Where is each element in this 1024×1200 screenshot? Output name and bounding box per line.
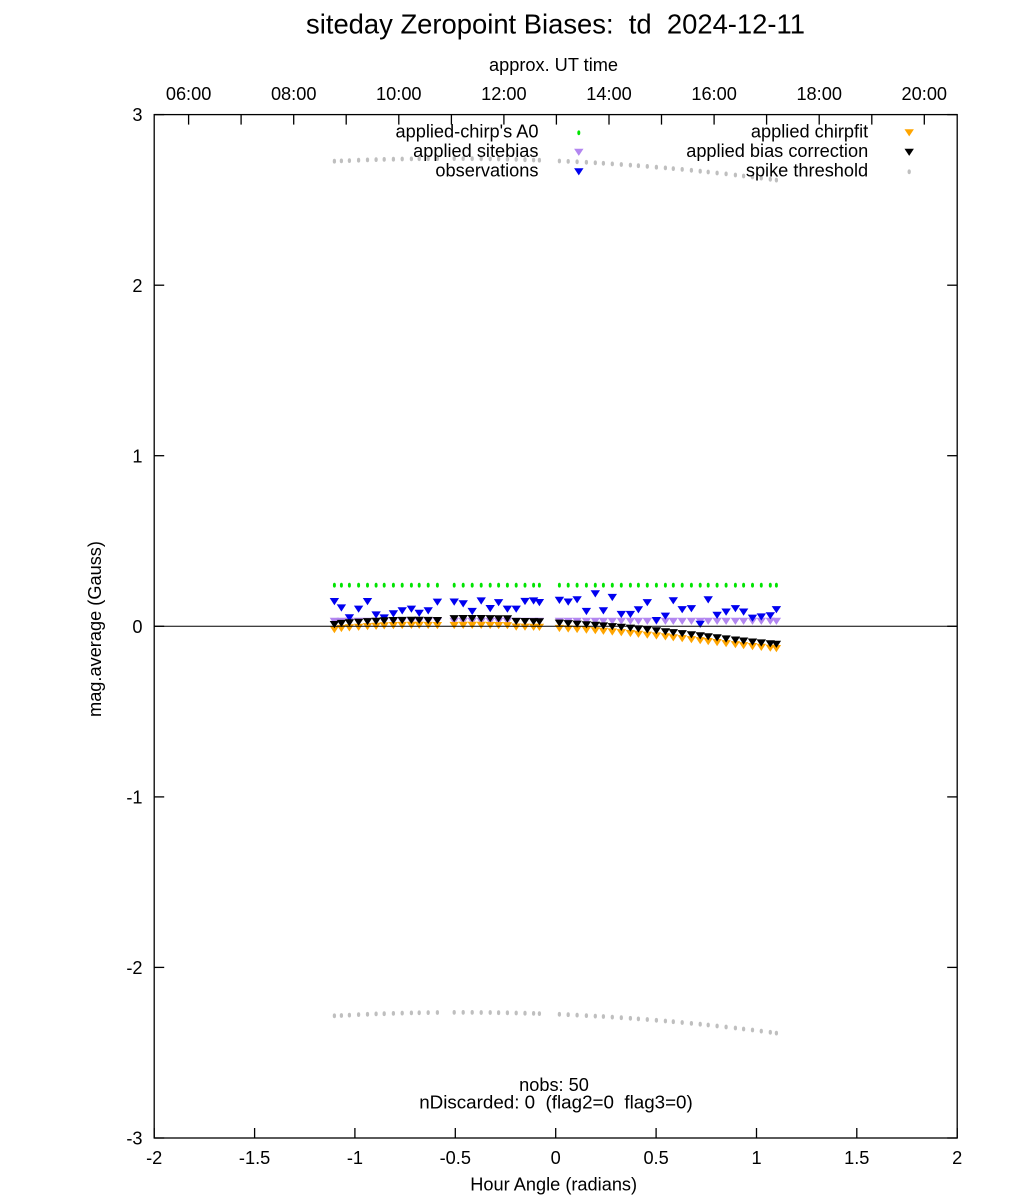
svg-text:16:00: 16:00 (691, 84, 737, 104)
svg-text:0: 0 (132, 617, 142, 637)
svg-text:approx. UT time: approx. UT time (489, 55, 618, 75)
svg-text:observations: observations (435, 161, 538, 181)
svg-text:mag.average (Gauss): mag.average (Gauss) (85, 541, 105, 717)
svg-text:-1: -1 (126, 788, 142, 808)
svg-text:12:00: 12:00 (481, 84, 527, 104)
svg-text:06:00: 06:00 (166, 84, 212, 104)
svg-text:-1.5: -1.5 (239, 1148, 270, 1168)
svg-text:1: 1 (751, 1148, 761, 1168)
svg-text:18:00: 18:00 (796, 84, 842, 104)
svg-text:Hour Angle (radians): Hour Angle (radians) (470, 1175, 637, 1195)
svg-text:2: 2 (952, 1148, 962, 1168)
svg-text:1.5: 1.5 (844, 1148, 869, 1168)
svg-text:20:00: 20:00 (902, 84, 948, 104)
svg-text:spike threshold: spike threshold (746, 161, 868, 181)
svg-text:-2: -2 (146, 1148, 162, 1168)
svg-text:14:00: 14:00 (586, 84, 632, 104)
svg-text:applied chirpfit: applied chirpfit (751, 122, 868, 142)
svg-text:1: 1 (132, 446, 142, 466)
svg-text:-2: -2 (126, 958, 142, 978)
svg-text:nDiscarded: 0 (flag2=0 flag3: nDiscarded: 0 (flag2=0 flag3=0) (419, 1092, 693, 1113)
svg-text:-3: -3 (126, 1129, 142, 1149)
svg-text:10:00: 10:00 (376, 84, 422, 104)
svg-text:nobs: 50: nobs: 50 (519, 1075, 589, 1095)
svg-text:0.5: 0.5 (643, 1148, 668, 1168)
svg-text:3: 3 (132, 105, 142, 125)
svg-text:08:00: 08:00 (271, 84, 317, 104)
svg-text:siteday Zeropoint Biases: td: siteday Zeropoint Biases: td 2024-12-11 (306, 9, 805, 40)
svg-text:applied-chirp's A0: applied-chirp's A0 (396, 122, 539, 142)
svg-text:applied bias correction: applied bias correction (686, 141, 868, 161)
svg-text:2: 2 (132, 276, 142, 296)
svg-text:0: 0 (551, 1148, 561, 1168)
svg-text:-0.5: -0.5 (440, 1148, 471, 1168)
svg-text:-1: -1 (347, 1148, 363, 1168)
svg-text:applied sitebias: applied sitebias (413, 141, 538, 161)
